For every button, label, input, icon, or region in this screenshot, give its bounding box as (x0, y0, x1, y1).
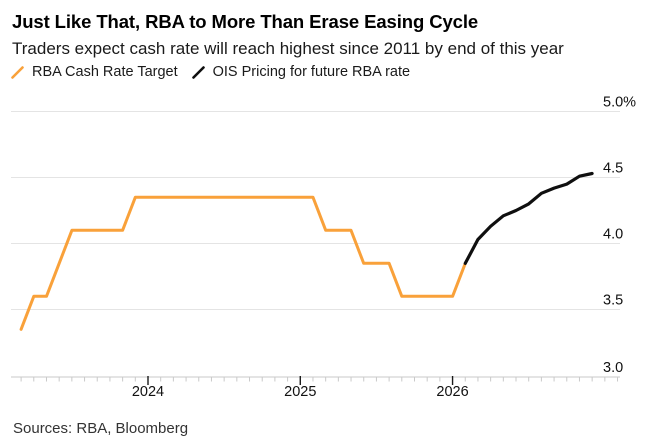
rba-line-swatch-icon (11, 65, 24, 79)
y-axis-label: 3.5 (603, 293, 623, 309)
chart-title: Just Like That, RBA to More Than Erase E… (12, 11, 479, 32)
chart-subtitle: Traders expect cash rate will reach high… (12, 39, 564, 58)
ois-swatch-slash (191, 65, 205, 79)
legend-label-rba: RBA Cash Rate Target (32, 64, 178, 80)
x-axis-label: 2025 (284, 384, 316, 400)
chart-legend: RBA Cash Rate Target OIS Pricing for fut… (11, 64, 410, 80)
ois-line-swatch-icon (191, 65, 205, 79)
y-axis-label: 5.0% (603, 95, 636, 111)
ois-pricing-line (463, 171, 594, 265)
y-axis-label: 3.0 (603, 360, 623, 376)
x-axis-label: 2026 (436, 384, 468, 400)
y-axis-label: 4.5 (603, 161, 623, 177)
rba-swatch-slash (11, 65, 24, 79)
legend-item-ois-pricing: OIS Pricing for future RBA rate (191, 64, 411, 80)
sources-note: Sources: RBA, Bloomberg (13, 420, 189, 437)
legend-label-ois: OIS Pricing for future RBA rate (212, 64, 411, 80)
legend-item-rba-cash-rate: RBA Cash Rate Target (11, 64, 178, 80)
x-axis-label: 2024 (132, 384, 164, 400)
rba-cash-rate-line (19, 195, 467, 331)
y-axis-label: 4.0 (603, 227, 623, 243)
